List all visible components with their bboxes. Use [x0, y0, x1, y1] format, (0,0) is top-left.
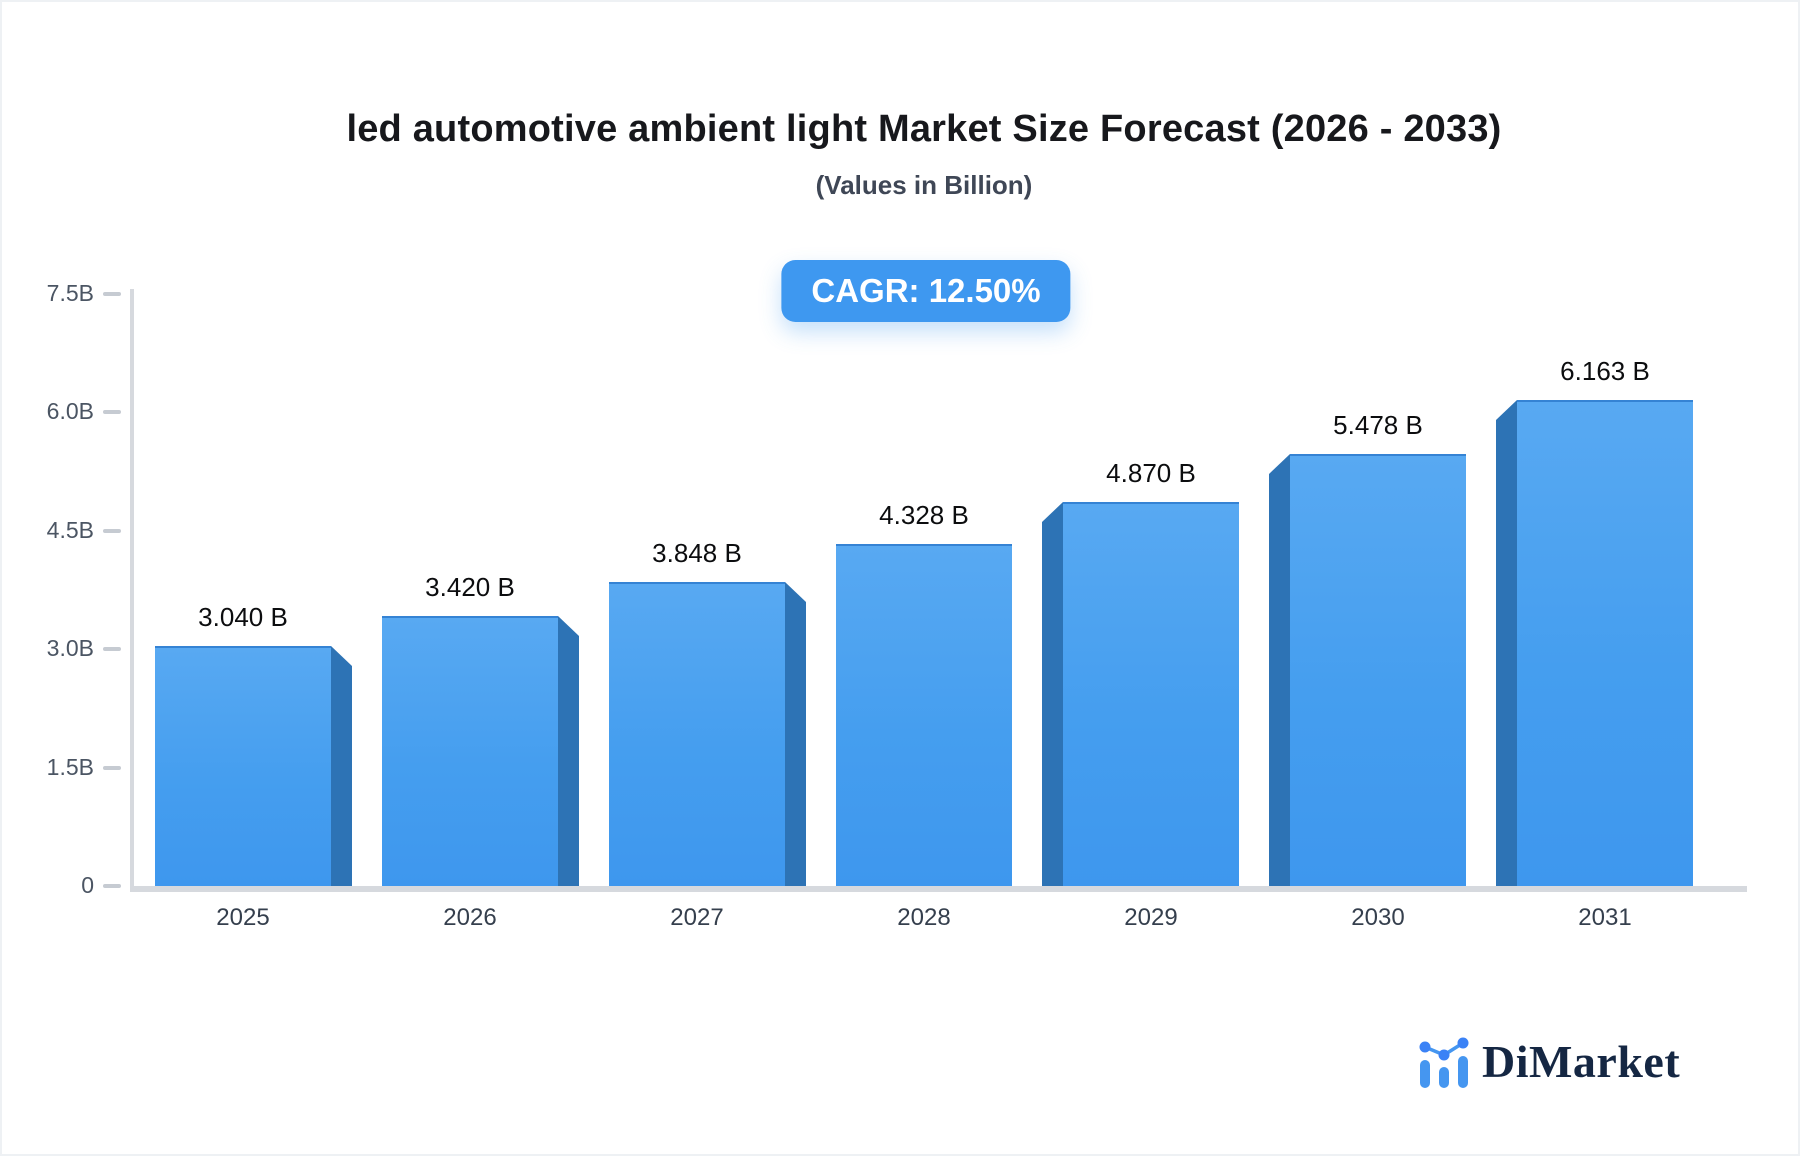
chart-subtitle: (Values in Billion)	[815, 170, 1033, 200]
y-axis-tick-label: 7.5B	[46, 280, 94, 307]
y-axis-tick-mark	[103, 647, 121, 652]
y-axis-tick-mark	[103, 884, 121, 888]
y-axis-tick-mark	[103, 292, 121, 297]
x-axis-category-label: 2028	[897, 904, 951, 931]
bar[interactable]	[1063, 502, 1239, 886]
chart-title: led automotive ambient light Market Size…	[346, 108, 1502, 150]
bar-value-label: 6.163 B	[1560, 356, 1650, 386]
y-axis-tick-label: 3.0B	[46, 635, 94, 662]
bar-side-face	[1269, 454, 1290, 886]
bar-side-face	[331, 646, 352, 886]
bar-value-label: 5.478 B	[1333, 410, 1423, 440]
bar[interactable]	[609, 582, 785, 886]
bar[interactable]	[1290, 454, 1466, 886]
bar[interactable]	[1517, 400, 1693, 886]
x-axis-category-label: 2026	[443, 904, 497, 931]
bar-side-face	[558, 616, 579, 886]
x-axis-category-label: 2030	[1351, 904, 1405, 931]
brand-logo: DiMarket	[1418, 1034, 1680, 1090]
bar-value-label: 3.420 B	[425, 572, 515, 602]
y-axis-tick-mark	[103, 765, 121, 770]
bar[interactable]	[836, 544, 1012, 886]
x-axis-category-label: 2025	[216, 904, 270, 931]
x-axis-line	[130, 886, 1747, 892]
y-axis-tick-mark	[103, 528, 121, 533]
y-axis-tick-label: 0	[81, 872, 94, 898]
bar-line-chart-icon	[1419, 1037, 1469, 1088]
brand-name: DiMarket	[1482, 1035, 1681, 1087]
bar-side-face	[1496, 400, 1517, 886]
bar-side-face	[785, 582, 806, 886]
bar[interactable]	[155, 646, 331, 886]
bar-value-label: 3.040 B	[198, 602, 288, 632]
x-axis-category-label: 2031	[1578, 904, 1632, 931]
bar[interactable]	[382, 616, 558, 886]
x-axis-category-label: 2027	[670, 904, 724, 931]
bar-value-label: 4.328 B	[879, 500, 969, 530]
y-axis-tick-mark	[103, 410, 121, 415]
bar-value-label: 4.870 B	[1106, 458, 1196, 488]
x-axis-category-label: 2029	[1124, 904, 1178, 931]
y-axis-line	[130, 289, 134, 892]
bar-value-label: 3.848 B	[652, 538, 742, 568]
y-axis-tick-label: 4.5B	[46, 516, 94, 543]
cagr-badge: CAGR: 12.50%	[781, 260, 1071, 322]
bar-side-face	[1042, 502, 1063, 886]
y-axis-tick-label: 1.5B	[46, 753, 94, 780]
y-axis-tick-label: 6.0B	[46, 398, 94, 425]
